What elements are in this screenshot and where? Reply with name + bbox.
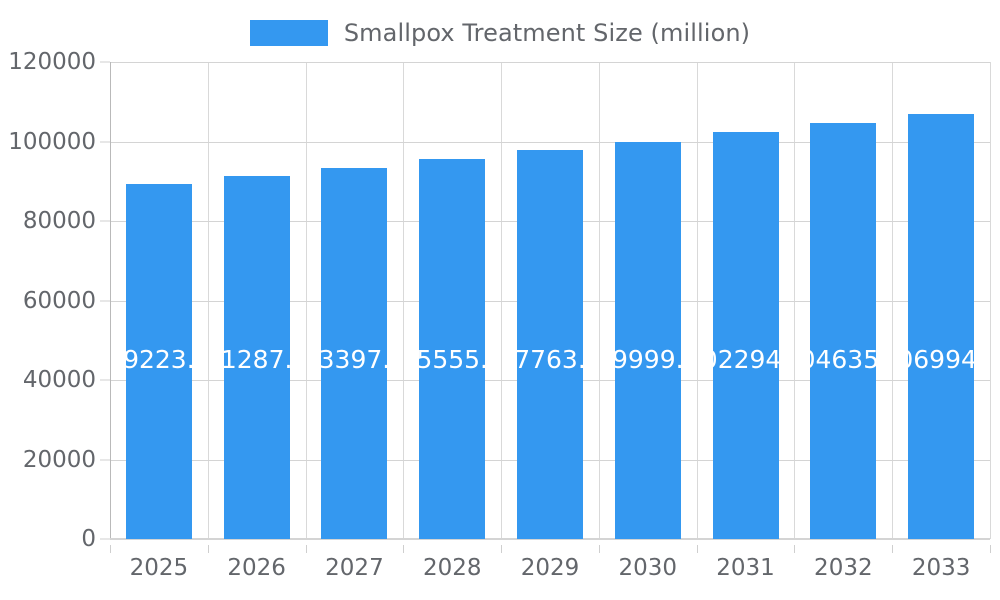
x-axis-tick-label: 2028 [422,555,482,581]
bar-slot: 95555.7 [419,62,486,539]
x-axis-tick-label: 2026 [227,555,286,581]
bar-slot: 91287.0 [223,62,290,539]
x-axis-tick-mark [501,545,502,553]
bar[interactable]: 99999.8 [614,141,681,539]
y-axis-tick-label: 40000 [22,367,96,393]
x-axis-tick-mark [306,545,307,553]
x-axis-tick-mark [403,545,404,553]
bar[interactable]: 91287.0 [223,176,290,539]
x-axis-tick-label: 2032 [814,555,873,581]
grid-line [110,141,990,143]
bar-slot: 89223.4 [125,62,192,539]
y-axis-tick-mark [100,538,110,540]
bar[interactable]: 106994.1 [908,113,975,539]
y-axis-tick-mark [100,300,110,301]
x-axis-tick-mark [697,545,698,553]
x-axis-tick-mark [599,545,600,553]
x-axis-tick-label: 2030 [618,555,678,581]
bar-value-label: 91287.0 [223,345,290,374]
bar-slot: 99999.8 [614,62,681,539]
bar-value-label: 89223.4 [125,345,192,374]
y-axis-tick-label: 0 [81,526,96,552]
bar[interactable]: 89223.4 [125,184,192,539]
bar-value-label: 104635.1 [810,345,877,374]
y-axis-tick-mark [100,459,110,460]
bar[interactable]: 102294.1 [712,132,779,539]
bar[interactable]: 93397.3 [321,167,388,539]
bar[interactable]: 97763.4 [517,150,583,539]
x-axis-tick-mark [892,545,893,553]
category-separator [990,62,991,539]
chart-legend: Smallpox Treatment Size (million) [0,14,1000,52]
bar-value-label: 95555.7 [419,345,485,374]
x-axis-tick-label: 2027 [325,555,384,581]
x-axis-tick-mark [110,545,111,553]
x-axis-tick-mark [794,545,795,553]
bar-slot: 106994.1 [908,62,975,539]
y-axis-tick-label: 20000 [22,446,96,473]
bar-slot: 97763.4 [517,62,583,539]
y-axis-tick-label: 120000 [8,49,96,75]
grid-line [110,539,990,540]
bar-value-label: 102294.1 [713,345,779,374]
legend-swatch-smallpox-treatment-size[interactable] [249,20,328,46]
bar[interactable]: 104635.1 [810,123,877,539]
x-axis-tick-label: 2025 [129,555,189,581]
x-axis-tick-label: 2033 [911,555,971,581]
bar-value-label: 106994.1 [908,345,975,374]
bar-slot: 93397.3 [321,62,388,539]
y-axis: 0 20000 40000 60000 80000 100000 120000 [0,49,110,552]
legend-label-smallpox-treatment-size[interactable]: Smallpox Treatment Size (million) [343,19,751,47]
bar-value-label: 99999.8 [614,345,681,374]
y-axis-tick-mark [100,220,110,222]
bar-slot: 102294.1 [712,62,779,539]
y-axis-tick-label: 80000 [22,208,96,234]
bar-value-label: 97763.4 [517,345,583,374]
bar-series-smallpox-treatment-size: 89223.4 91287.0 93397.3 95555.7 97763.4 99999… [110,62,990,539]
x-axis: 2025 2026 2027 2028 2029 2030 2031 2032 2033 [110,545,991,595]
x-axis-tick-label: 2031 [716,555,775,581]
y-axis-tick-mark [100,141,110,142]
bar[interactable]: 95555.7 [419,159,486,539]
plot-area: 89223.4 91287.0 93397.3 95555.7 97763.4 99999… [110,62,991,540]
bar-value-label: 93397.3 [321,345,387,374]
bar-slot: 104635.1 [810,62,877,539]
x-axis-tick-label: 2029 [520,555,580,581]
y-axis-tick-label: 100000 [8,128,96,155]
x-axis-tick-mark [990,545,991,553]
x-axis-tick-mark [208,545,209,553]
grid-line [110,62,990,63]
y-axis-tick-label: 60000 [22,287,96,314]
y-axis-line [110,62,111,539]
y-axis-tick-mark [100,61,110,63]
y-axis-tick-mark [100,379,110,381]
